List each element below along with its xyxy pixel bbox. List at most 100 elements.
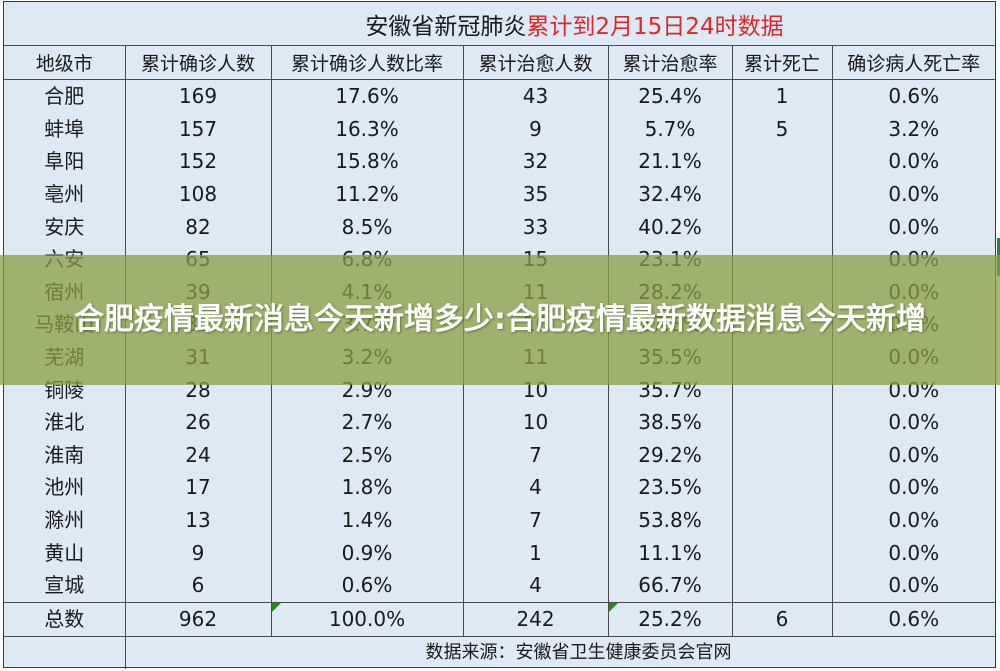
total-cure-rate: 25.2% xyxy=(607,601,732,637)
total-row: 总数 962 100.0% 242 25.2% 6 0.6% xyxy=(4,601,995,637)
col-header-death-rate: 确诊病人死亡率 xyxy=(831,45,995,80)
cell-cured: 7 xyxy=(462,438,608,472)
total-deaths: 6 xyxy=(731,601,832,637)
cell-deaths xyxy=(731,145,832,178)
cell-cured: 33 xyxy=(462,210,608,243)
cell-death-rate: 0.0% xyxy=(831,145,995,178)
cell-cure-rate: 38.5% xyxy=(607,405,732,439)
col-header-confirmed-ratio: 累计确诊人数比率 xyxy=(270,45,463,80)
cell-death-rate: 3.2% xyxy=(831,112,995,146)
cell-cured: 4 xyxy=(462,568,608,602)
cell-death-rate: 0.0% xyxy=(831,568,995,602)
cell-cured: 7 xyxy=(462,503,608,537)
header-row: 地级市 累计确诊人数 累计确诊人数比率 累计治愈人数 累计治愈率 累计死亡 确诊… xyxy=(4,45,995,80)
total-confirmed-ratio: 100.0% xyxy=(270,601,463,637)
cell-death-rate: 0.0% xyxy=(831,405,995,439)
table-row: 淮北 26 2.7% 10 38.5% 0.0% xyxy=(4,405,995,439)
col-header-deaths: 累计死亡 xyxy=(731,45,832,80)
cell-death-rate: 0.0% xyxy=(831,471,995,504)
cell-comment-flag-icon xyxy=(271,602,281,612)
cell-confirmed-ratio: 8.5% xyxy=(270,210,463,243)
source-row: 数据来源：安徽省卫生健康委员会官网 xyxy=(4,636,995,669)
cell-city: 合肥 xyxy=(44,84,85,109)
cell-city: 池州 xyxy=(44,475,85,500)
cell-cure-rate: 29.2% xyxy=(607,438,732,472)
cell-deaths: 1 xyxy=(731,79,832,113)
cell-cure-rate: 32.4% xyxy=(607,177,732,211)
cell-city: 淮北 xyxy=(44,410,85,435)
cell-cure-rate: 66.7% xyxy=(607,568,732,602)
cell-death-rate: 0.0% xyxy=(831,503,995,537)
cell-city: 亳州 xyxy=(44,182,85,207)
cell-confirmed-ratio: 2.5% xyxy=(270,438,463,472)
table-row: 安庆 82 8.5% 33 40.2% 0.0% xyxy=(4,210,995,243)
cell-confirmed-ratio: 15.8% xyxy=(270,145,463,178)
cell-confirmed: 108 xyxy=(124,177,271,211)
total-confirmed-ratio-value: 100.0% xyxy=(328,607,406,631)
cell-death-rate: 0.0% xyxy=(831,536,995,569)
cell-city: 滁州 xyxy=(44,508,85,533)
table-row: 阜阳 152 15.8% 32 21.1% 0.0% xyxy=(4,145,995,178)
cell-death-rate: 0.0% xyxy=(831,438,995,472)
data-source: 数据来源：安徽省卫生健康委员会官网 xyxy=(124,636,995,669)
cell-death-rate: 0.6% xyxy=(831,79,995,113)
col-header-confirmed: 累计确诊人数 xyxy=(124,45,271,80)
table-row: 宣城 6 0.6% 4 66.7% 0.0% xyxy=(4,568,995,602)
table-row: 池州 17 1.8% 4 23.5% 0.0% xyxy=(4,471,995,504)
cell-confirmed-ratio: 1.8% xyxy=(270,471,463,504)
cell-confirmed: 9 xyxy=(124,536,271,569)
cell-deaths xyxy=(731,471,832,504)
cell-confirmed: 169 xyxy=(124,79,271,113)
cell-confirmed: 13 xyxy=(124,503,271,537)
cell-city: 蚌埠 xyxy=(44,116,85,141)
title-prefix: 安徽省新冠肺炎 xyxy=(365,13,527,40)
cell-cured: 35 xyxy=(462,177,608,211)
cell-city: 宣城 xyxy=(44,573,85,598)
cell-cured: 32 xyxy=(462,145,608,178)
cell-confirmed: 157 xyxy=(124,112,271,146)
table-title: 安徽省新冠肺炎累计到2月15日24时数据 xyxy=(4,2,995,46)
cell-confirmed-ratio: 0.6% xyxy=(270,568,463,602)
cell-deaths: 5 xyxy=(731,112,832,146)
cell-confirmed-ratio: 0.9% xyxy=(270,536,463,569)
cell-confirmed: 24 xyxy=(124,438,271,472)
col-header-cure-rate: 累计治愈率 xyxy=(607,45,732,80)
cell-cured: 43 xyxy=(462,79,608,113)
total-death-rate: 0.6% xyxy=(831,601,995,637)
cell-cured: 1 xyxy=(462,536,608,569)
cell-deaths xyxy=(731,568,832,602)
table-row: 淮南 24 2.5% 7 29.2% 0.0% xyxy=(4,438,995,472)
cell-confirmed: 26 xyxy=(124,405,271,439)
cell-confirmed: 152 xyxy=(124,145,271,178)
cell-confirmed-ratio: 11.2% xyxy=(270,177,463,211)
table-row: 亳州 108 11.2% 35 32.4% 0.0% xyxy=(4,177,995,211)
cell-city: 阜阳 xyxy=(44,149,85,174)
total-confirmed: 962 xyxy=(124,601,271,637)
cell-deaths xyxy=(731,503,832,537)
cell-confirmed-ratio: 1.4% xyxy=(270,503,463,537)
cell-confirmed-ratio: 17.6% xyxy=(270,79,463,113)
cell-comment-flag-icon xyxy=(608,602,618,612)
cell-deaths xyxy=(731,210,832,243)
cell-cured: 4 xyxy=(462,471,608,504)
cell-cure-rate: 53.8% xyxy=(607,503,732,537)
headline-banner: 合肥疫情最新消息今天新增多少:合肥疫情最新数据消息今天新增 xyxy=(0,255,1000,385)
cell-cure-rate: 40.2% xyxy=(607,210,732,243)
cell-cured: 10 xyxy=(462,405,608,439)
col-header-city: 地级市 xyxy=(4,45,125,80)
cell-death-rate: 0.0% xyxy=(831,210,995,243)
cell-deaths xyxy=(731,438,832,472)
table-row: 合肥 169 17.6% 43 25.4% 1 0.6% xyxy=(4,79,995,113)
headline-text: 合肥疫情最新消息今天新增多少:合肥疫情最新数据消息今天新增 xyxy=(74,302,926,337)
cell-cured: 9 xyxy=(462,112,608,146)
cell-confirmed-ratio: 16.3% xyxy=(270,112,463,146)
table-row: 蚌埠 157 16.3% 9 5.7% 5 3.2% xyxy=(4,112,995,146)
col-header-cured: 累计治愈人数 xyxy=(462,45,608,80)
total-cured: 242 xyxy=(462,601,608,637)
source-empty-cell xyxy=(4,636,125,669)
total-cure-rate-value: 25.2% xyxy=(638,607,702,631)
total-label: 总数 xyxy=(4,601,125,637)
cell-cure-rate: 25.4% xyxy=(607,79,732,113)
cell-confirmed: 6 xyxy=(124,568,271,602)
cell-cure-rate: 11.1% xyxy=(607,536,732,569)
